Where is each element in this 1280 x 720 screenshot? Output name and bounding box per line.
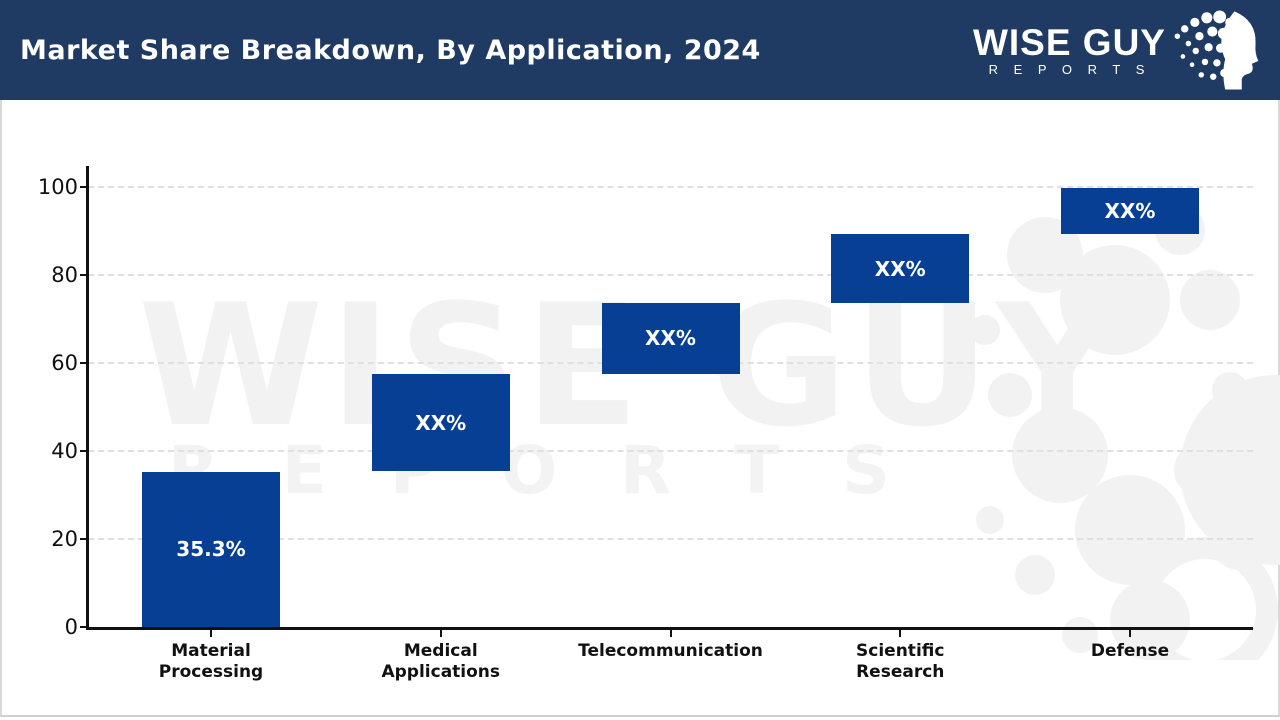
y-tick-label: 40 [51, 438, 78, 463]
logo-wordmark: WISE GUY [972, 22, 1166, 64]
gridline-40 [88, 449, 1253, 452]
x-tick-label: Material Processing [158, 641, 264, 682]
x-tickmark [1129, 630, 1131, 637]
x-tick-label: Scientific Research [856, 641, 945, 682]
bar-telecommunication: XX% [601, 303, 740, 374]
y-tick-label: 100 [37, 174, 78, 199]
bar-defense: XX% [1061, 187, 1199, 235]
y-tickmark [80, 626, 88, 628]
bar-value-label: 35.3% [176, 537, 246, 562]
y-tick-label: 20 [51, 526, 78, 551]
x-tickmark [439, 630, 442, 637]
y-tick-label: 80 [51, 262, 78, 287]
y-tick-label: 0 [64, 615, 78, 639]
x-tickmark [669, 630, 672, 637]
gridline-80 [88, 273, 1253, 276]
page-title: Market Share Breakdown, By Application, … [20, 34, 761, 66]
wiseguy-face-logo-icon [1174, 10, 1259, 90]
gridline-100 [88, 185, 1253, 188]
x-tick-label: Defense [1090, 641, 1170, 661]
y-tickmark [80, 449, 88, 452]
y-tickmark [80, 537, 88, 540]
y-tickmark [80, 361, 88, 364]
logo-subtitle: R E P O R T S [988, 61, 1151, 77]
y-tick-label: 60 [51, 350, 78, 375]
y-tickmark [80, 185, 88, 188]
y-tickmark [80, 273, 88, 276]
bar-value-label: XX% [874, 256, 926, 281]
watermark-face-icon [970, 205, 1280, 660]
header-bar: Market Share Breakdown, By Application, … [0, 0, 1280, 100]
bar-value-label: XX% [1104, 198, 1156, 223]
y-axis-line [86, 166, 89, 630]
bar-material-processing: 35.3% [142, 471, 280, 627]
wiseguy-logo-text: WISE GUY R E P O R T S [972, 22, 1166, 77]
x-tick-label: Medical Applications [381, 641, 501, 682]
x-axis-line [88, 627, 1253, 630]
wiseguy-logo: WISE GUY R E P O R T S [973, 8, 1262, 92]
bar-medical-applications: XX% [371, 373, 510, 472]
x-tick-label: Telecommunication [578, 641, 763, 661]
x-tickmark [210, 630, 212, 637]
bar-scientific-research: XX% [831, 234, 970, 304]
gridline-20 [88, 537, 1253, 540]
bar-value-label: XX% [645, 326, 696, 351]
bar-value-label: XX% [415, 410, 467, 435]
x-tickmark [899, 630, 902, 637]
watermark-subtitle: R E P O R T S [168, 432, 910, 509]
